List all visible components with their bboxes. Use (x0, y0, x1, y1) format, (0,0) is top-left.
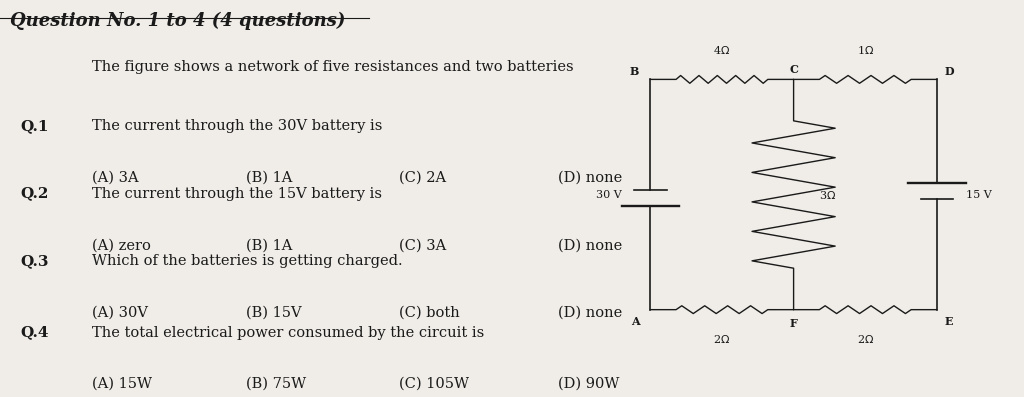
Text: 15 V: 15 V (966, 189, 991, 200)
Text: 4$\Omega$: 4$\Omega$ (714, 44, 730, 56)
Text: (D) none: (D) none (558, 171, 623, 185)
Text: 3$\Omega$: 3$\Omega$ (819, 189, 837, 200)
Text: The figure shows a network of five resistances and two batteries: The figure shows a network of five resis… (92, 60, 573, 73)
Text: (A) 30V: (A) 30V (92, 306, 148, 320)
Text: Q.1: Q.1 (20, 119, 49, 133)
Text: (D) none: (D) none (558, 306, 623, 320)
Text: (C) 3A: (C) 3A (399, 238, 446, 252)
Text: F: F (790, 318, 798, 329)
Text: (D) none: (D) none (558, 238, 623, 252)
Text: C: C (790, 64, 798, 75)
Text: (C) 2A: (C) 2A (399, 171, 446, 185)
Text: (C) both: (C) both (399, 306, 460, 320)
Text: 2$\Omega$: 2$\Omega$ (714, 333, 730, 345)
Text: (B) 1A: (B) 1A (246, 171, 292, 185)
Text: 2$\Omega$: 2$\Omega$ (857, 333, 873, 345)
Text: Question No. 1 to 4 (4 questions): Question No. 1 to 4 (4 questions) (10, 12, 346, 30)
Text: (B) 1A: (B) 1A (246, 238, 292, 252)
Text: (D) 90W: (D) 90W (558, 377, 620, 391)
Text: Q.2: Q.2 (20, 187, 49, 200)
Text: E: E (945, 316, 953, 327)
Text: Which of the batteries is getting charged.: Which of the batteries is getting charge… (92, 254, 402, 268)
Text: D: D (944, 66, 954, 77)
Text: (A) 3A: (A) 3A (92, 171, 139, 185)
Text: 30 V: 30 V (596, 189, 622, 200)
Text: A: A (632, 316, 640, 327)
Text: (A) zero: (A) zero (92, 238, 151, 252)
Text: B: B (629, 66, 639, 77)
Text: (A) 15W: (A) 15W (92, 377, 153, 391)
Text: 1$\Omega$: 1$\Omega$ (857, 44, 873, 56)
Text: (C) 105W: (C) 105W (399, 377, 469, 391)
Text: The total electrical power consumed by the circuit is: The total electrical power consumed by t… (92, 326, 484, 339)
Text: The current through the 15V battery is: The current through the 15V battery is (92, 187, 382, 200)
Text: (B) 15V: (B) 15V (246, 306, 301, 320)
Text: Q.3: Q.3 (20, 254, 49, 268)
Text: The current through the 30V battery is: The current through the 30V battery is (92, 119, 383, 133)
Text: Q.4: Q.4 (20, 326, 49, 339)
Text: (B) 75W: (B) 75W (246, 377, 306, 391)
